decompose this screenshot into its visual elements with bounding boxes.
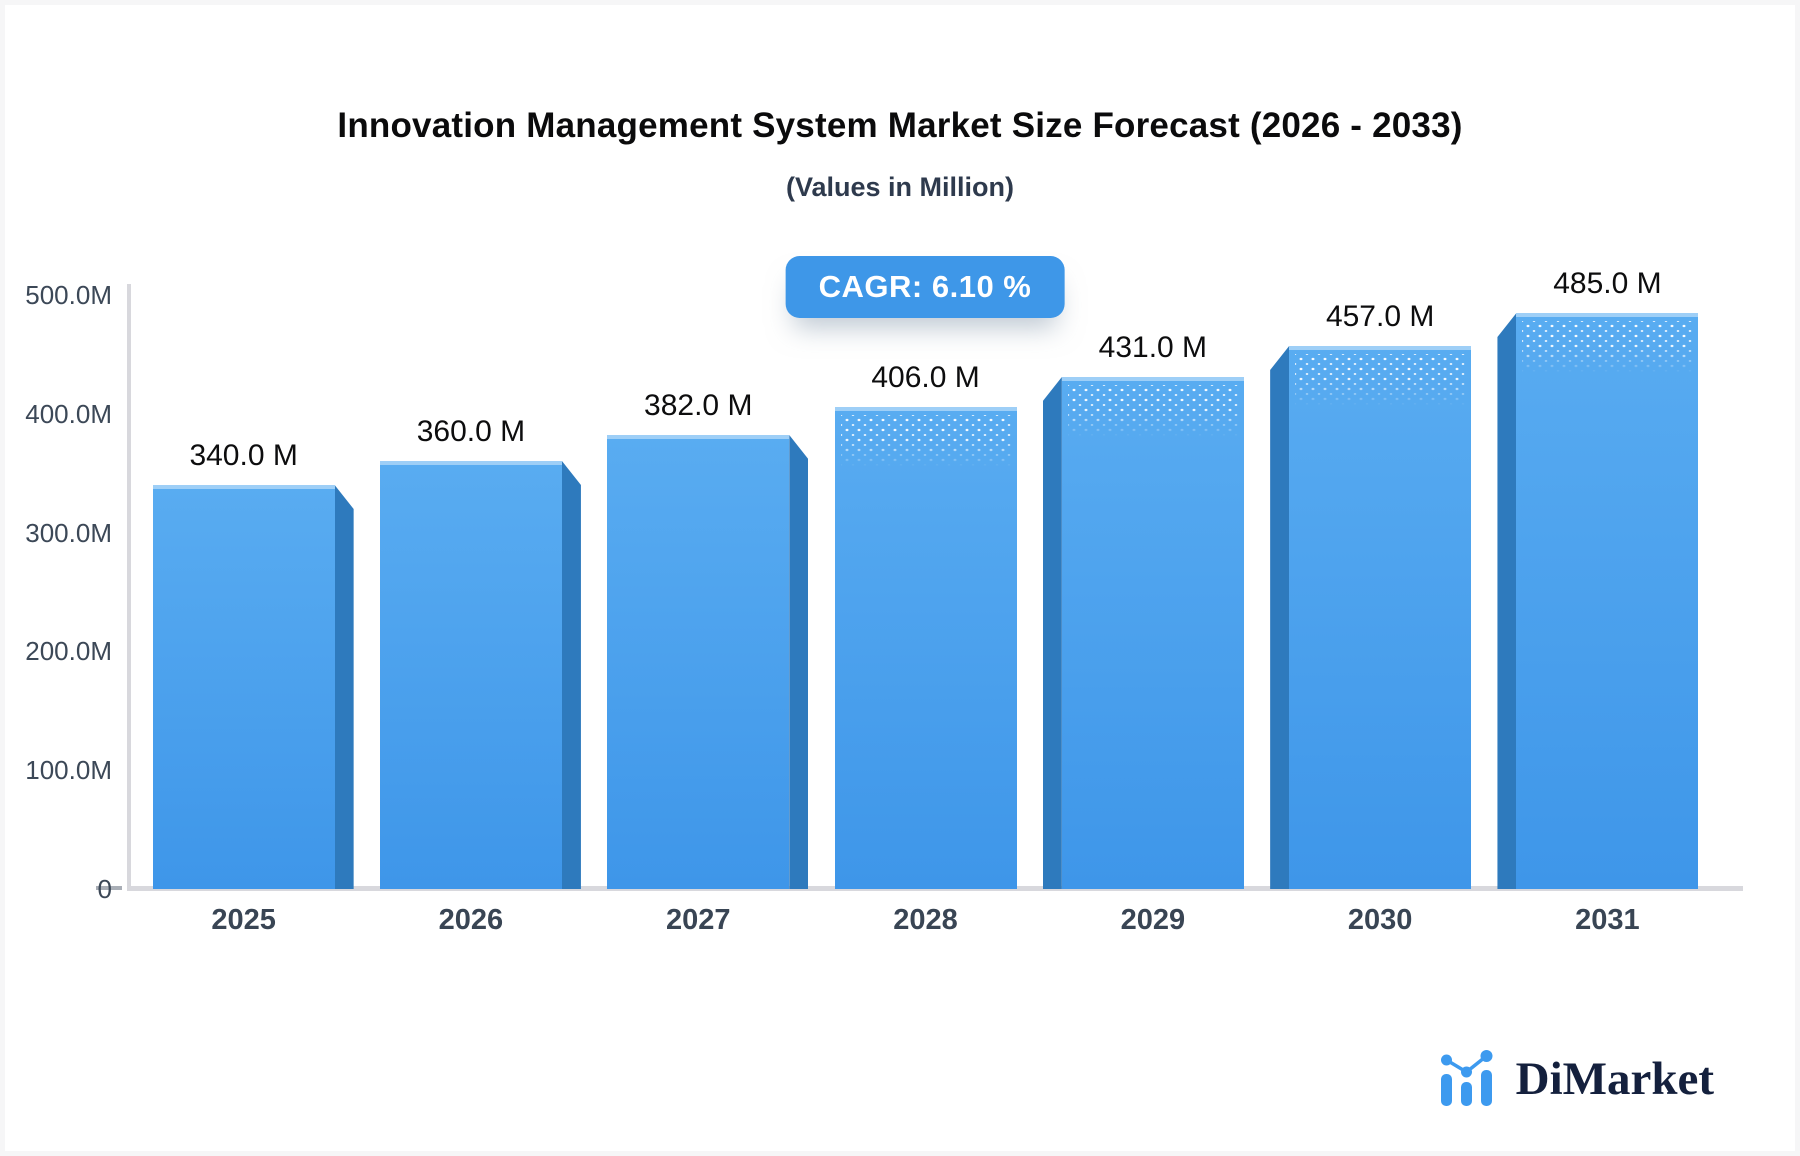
bar-value-label: 431.0 M [1098, 331, 1208, 364]
bar-dots-texture [840, 415, 1011, 467]
dimarket-logo-text: DiMarket [1515, 1052, 1714, 1105]
bar-side-face [334, 485, 354, 889]
y-axis-tick-label: 500.0M [25, 280, 112, 310]
x-axis-label: 2025 [211, 904, 276, 936]
y-axis-tick-label: 0 [97, 874, 112, 904]
chart-title: Innovation Management System Market Size… [337, 106, 1463, 145]
dimarket-logo: DiMarket [1439, 1050, 1714, 1108]
bar-value-label: 457.0 M [1325, 300, 1435, 333]
bar-side-face [1042, 377, 1062, 889]
bar [607, 435, 790, 889]
y-axis-tick-label: 400.0M [25, 398, 112, 429]
bar-side-face [789, 435, 809, 889]
chart-subtitle: (Values in Million) [785, 172, 1015, 202]
bar [1061, 377, 1244, 889]
bar-side-face [1270, 346, 1290, 889]
y-axis-tick-label: 300.0M [25, 517, 112, 548]
bar-side-face [1497, 313, 1517, 889]
bar-value-label: 406.0 M [871, 361, 980, 394]
bar [1289, 346, 1472, 889]
bar-value-label: 340.0 M [189, 439, 298, 472]
x-axis-label: 2028 [893, 904, 958, 936]
bar [1516, 313, 1699, 889]
y-axis-line [127, 284, 131, 888]
bar-side-face [561, 461, 581, 889]
x-axis-label: 2031 [1575, 904, 1640, 936]
y-axis-tick-label: 200.0M [25, 636, 112, 667]
bar-dots-texture [1522, 321, 1693, 373]
bar-dots-texture [1067, 385, 1238, 437]
bar-dots-texture [1295, 354, 1466, 406]
dimarket-logo-icon [1440, 1050, 1493, 1106]
bar-value-label: 485.0 M [1553, 267, 1662, 300]
y-axis-tick-label: 100.0M [25, 755, 112, 786]
bar-value-label: 360.0 M [416, 415, 526, 448]
x-axis-label: 2026 [438, 904, 504, 936]
bar-value-label: 382.0 M [644, 389, 753, 422]
bar [152, 485, 335, 889]
x-axis-label: 2029 [1120, 904, 1186, 936]
cagr-badge: CAGR: 6.10 % [785, 256, 1065, 318]
x-axis-label: 2030 [1347, 904, 1413, 936]
zero-tick [96, 886, 122, 890]
bar [379, 461, 562, 889]
bar [834, 407, 1017, 889]
x-axis-label: 2027 [665, 904, 731, 936]
